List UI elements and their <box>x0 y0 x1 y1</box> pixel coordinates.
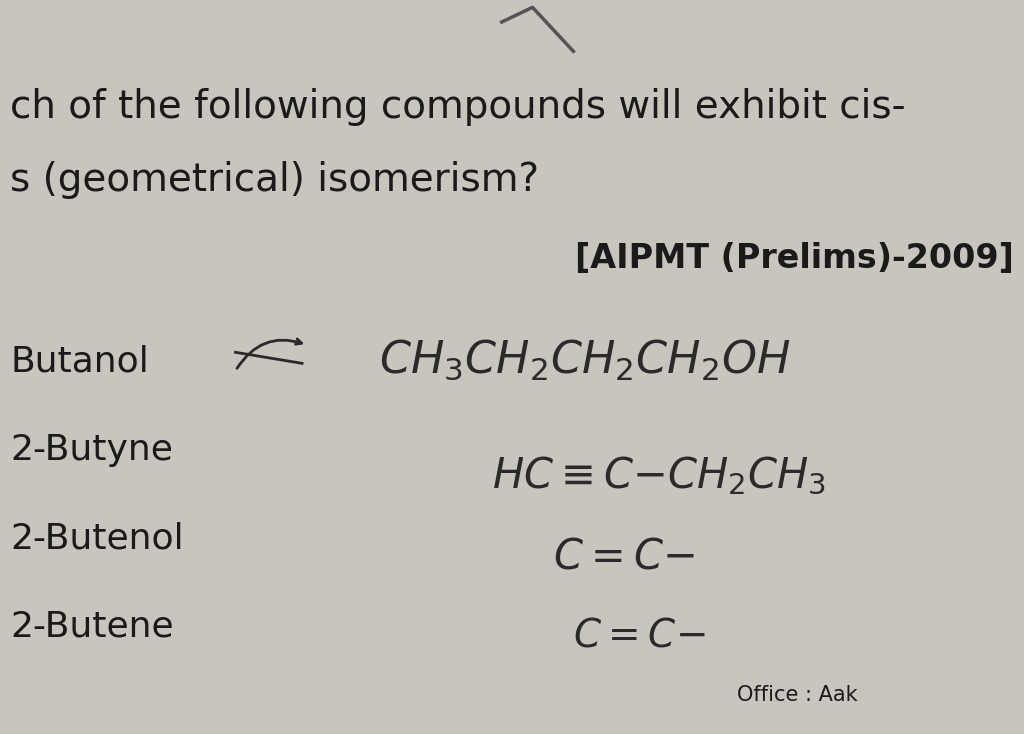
Text: 2-Butenol: 2-Butenol <box>10 521 184 555</box>
Text: $\mathit{CH_3CH_2CH_2CH_2OH}$: $\mathit{CH_3CH_2CH_2CH_2OH}$ <box>379 338 791 382</box>
Text: [AIPMT (Prelims)-2009]: [AIPMT (Prelims)-2009] <box>574 242 1014 275</box>
Text: $\mathit{HC{\equiv}C{-}CH_2CH_3}$: $\mathit{HC{\equiv}C{-}CH_2CH_3}$ <box>492 455 825 497</box>
Text: Butanol: Butanol <box>10 345 148 379</box>
Text: s (geometrical) isomerism?: s (geometrical) isomerism? <box>10 161 540 200</box>
Text: 2-Butene: 2-Butene <box>10 609 174 643</box>
Text: $\mathit{C{=}C{-}}$: $\mathit{C{=}C{-}}$ <box>553 536 694 578</box>
Text: $\mathit{C{=}C{-}}$: $\mathit{C{=}C{-}}$ <box>573 617 706 655</box>
Text: ch of the following compounds will exhibit cis-: ch of the following compounds will exhib… <box>10 88 906 126</box>
Text: 2-Butyne: 2-Butyne <box>10 433 173 467</box>
Text: Office : Aak: Office : Aak <box>737 685 858 705</box>
